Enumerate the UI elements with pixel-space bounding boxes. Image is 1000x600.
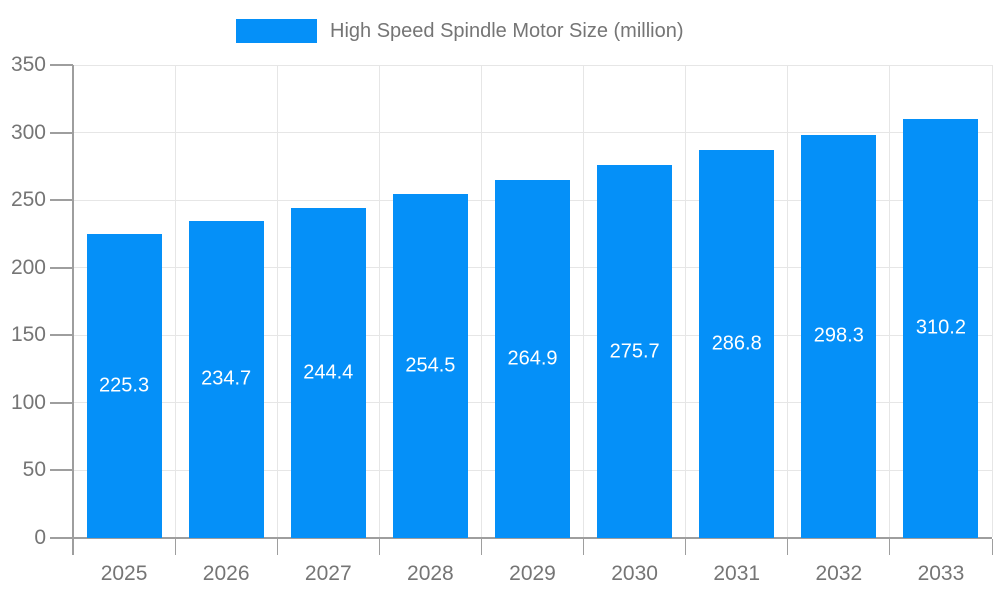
y-axis-tick (50, 64, 73, 66)
bar-value-label: 275.7 (609, 340, 660, 363)
y-axis-line (72, 65, 74, 555)
x-axis-tick-label: 2027 (304, 562, 352, 585)
bar[interactable] (86, 233, 162, 538)
y-axis-tick (50, 537, 73, 539)
x-axis-tick (787, 539, 789, 555)
bar-value-label: 310.2 (915, 316, 966, 339)
legend-label: High Speed Spindle Motor Size (million) (330, 19, 684, 42)
bar[interactable] (597, 165, 673, 538)
x-axis-tick-label: 2033 (917, 562, 965, 585)
x-gridline (480, 65, 482, 537)
x-axis-tick-label: 2029 (509, 562, 556, 585)
bar-value-label: 254.5 (405, 354, 456, 377)
x-gridline (991, 65, 993, 537)
bar[interactable] (290, 207, 366, 538)
y-axis-tick (50, 334, 73, 337)
bar-value-label: 244.4 (303, 361, 354, 384)
y-axis-tick-label: 350 (10, 53, 46, 76)
x-gridline (378, 65, 380, 537)
bar[interactable] (188, 220, 264, 538)
bar-value-label: 286.8 (711, 332, 762, 355)
x-axis-tick (480, 539, 482, 555)
y-axis-tick-label: 250 (10, 188, 46, 212)
x-gridline (787, 65, 789, 537)
x-gridline (889, 65, 891, 537)
bar[interactable] (699, 150, 775, 538)
x-axis-tick-label: 2026 (202, 562, 250, 585)
bar-value-label: 264.9 (507, 347, 558, 370)
legend-swatch (236, 19, 317, 43)
y-axis-tick-label: 0 (34, 526, 46, 549)
y-axis-tick-label: 200 (10, 255, 46, 279)
y-axis-tick-label: 300 (10, 120, 46, 144)
y-axis-tick-label: 150 (10, 323, 46, 347)
x-axis-tick (991, 539, 993, 555)
bar[interactable] (801, 134, 877, 538)
x-axis-tick (685, 539, 687, 555)
y-axis-tick-label: 50 (22, 458, 46, 482)
bar[interactable] (392, 194, 468, 538)
y-gridline (74, 64, 992, 66)
bar-value-label: 234.7 (201, 367, 252, 390)
x-axis-tick-label: 2031 (713, 562, 761, 585)
x-axis-tick (276, 539, 278, 555)
legend-item[interactable]: High Speed Spindle Motor Size (million) (236, 19, 684, 43)
y-axis-tick-label: 100 (10, 390, 46, 414)
x-axis-tick (583, 539, 585, 555)
bar-value-label: 225.3 (99, 374, 150, 397)
x-axis-tick-label: 2030 (611, 562, 658, 585)
x-axis-tick-label: 2025 (100, 562, 148, 585)
bar[interactable] (495, 180, 570, 538)
x-axis-tick-label: 2028 (407, 562, 454, 585)
x-axis-line (73, 537, 992, 539)
x-axis-tick (889, 539, 891, 555)
y-axis-tick (50, 131, 73, 134)
bar[interactable] (903, 118, 979, 538)
y-gridline (74, 132, 992, 134)
x-gridline (276, 65, 278, 537)
x-gridline (583, 65, 585, 537)
bar-value-label: 298.3 (813, 324, 864, 347)
x-gridline (685, 65, 687, 537)
x-axis-tick-label: 2032 (815, 562, 863, 585)
y-axis-tick (50, 469, 73, 472)
x-axis-tick (174, 539, 176, 555)
y-axis-tick (50, 266, 73, 269)
y-axis-tick (50, 199, 73, 202)
x-axis-tick (378, 539, 380, 555)
y-axis-tick (50, 401, 73, 404)
x-gridline (174, 65, 176, 537)
